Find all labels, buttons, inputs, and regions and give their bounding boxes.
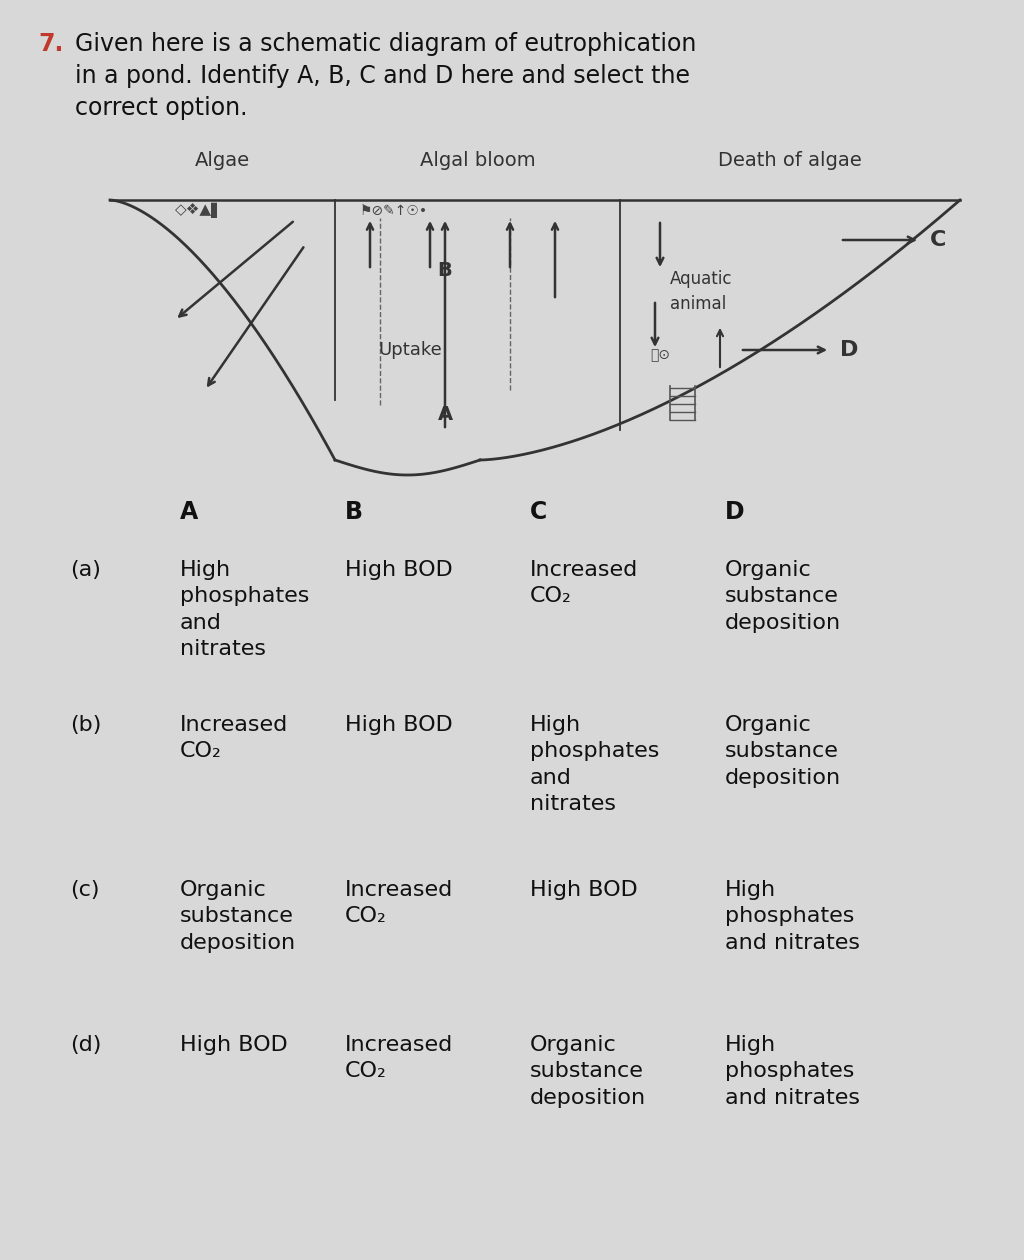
Text: (d): (d) (70, 1034, 101, 1055)
Text: High
phosphates
and
nitrates: High phosphates and nitrates (180, 559, 309, 659)
Text: High BOD: High BOD (345, 714, 453, 735)
Text: 7.: 7. (38, 32, 63, 55)
Text: Algae: Algae (195, 151, 250, 170)
Text: Organic
substance
deposition: Organic substance deposition (725, 714, 841, 788)
Text: Uptake: Uptake (378, 341, 442, 359)
Text: Algal bloom: Algal bloom (420, 151, 536, 170)
Text: (a): (a) (70, 559, 101, 580)
Text: Increased
CO₂: Increased CO₂ (180, 714, 288, 761)
Text: C: C (930, 231, 946, 249)
Text: Death of algae: Death of algae (718, 151, 862, 170)
Text: 🔧⊙: 🔧⊙ (650, 348, 670, 362)
Text: A: A (437, 406, 453, 425)
Text: D: D (725, 500, 744, 524)
Text: C: C (530, 500, 547, 524)
Text: in a pond. Identify A, B, C and D here and select the: in a pond. Identify A, B, C and D here a… (75, 64, 690, 88)
Text: D: D (840, 340, 858, 360)
Text: Given here is a schematic diagram of eutrophication: Given here is a schematic diagram of eut… (75, 32, 696, 55)
Text: ⚑⊘✎↑☉•: ⚑⊘✎↑☉• (360, 204, 428, 218)
Text: A: A (180, 500, 199, 524)
Text: B: B (437, 261, 453, 280)
Text: High
phosphates
and nitrates: High phosphates and nitrates (725, 879, 860, 953)
Text: Aquatic: Aquatic (670, 270, 732, 289)
Text: High
phosphates
and
nitrates: High phosphates and nitrates (530, 714, 659, 814)
Text: B: B (345, 500, 362, 524)
Text: ◇❖▲▌: ◇❖▲▌ (175, 203, 224, 218)
Text: Increased
CO₂: Increased CO₂ (530, 559, 638, 606)
Text: Increased
CO₂: Increased CO₂ (345, 1034, 454, 1081)
Text: High
phosphates
and nitrates: High phosphates and nitrates (725, 1034, 860, 1108)
Text: High BOD: High BOD (345, 559, 453, 580)
Text: (b): (b) (70, 714, 101, 735)
Text: Organic
substance
deposition: Organic substance deposition (530, 1034, 646, 1108)
Text: High BOD: High BOD (530, 879, 638, 900)
Text: correct option.: correct option. (75, 96, 248, 120)
Text: High BOD: High BOD (180, 1034, 288, 1055)
Text: (c): (c) (70, 879, 99, 900)
Text: Organic
substance
deposition: Organic substance deposition (180, 879, 296, 953)
Text: Increased
CO₂: Increased CO₂ (345, 879, 454, 926)
Text: Organic
substance
deposition: Organic substance deposition (725, 559, 841, 633)
Text: animal: animal (670, 295, 726, 312)
